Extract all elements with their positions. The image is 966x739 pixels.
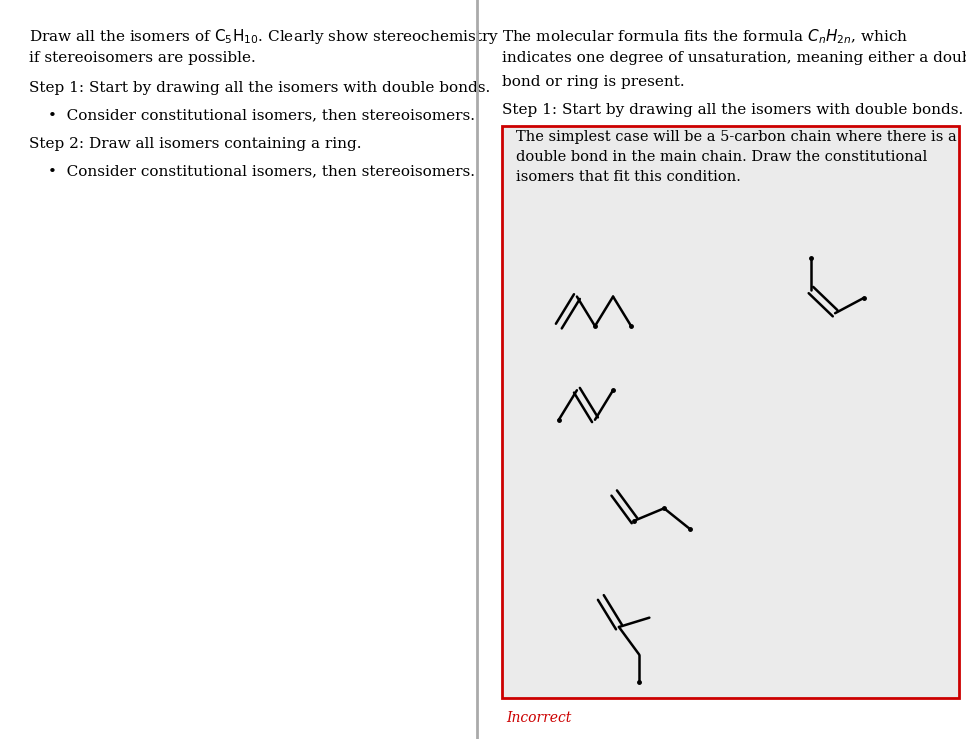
Text: bond or ring is present.: bond or ring is present. (501, 75, 684, 89)
Text: Step 1: Start by drawing all the isomers with double bonds.: Step 1: Start by drawing all the isomers… (501, 103, 963, 118)
Text: The simplest case will be a 5-carbon chain where there is a: The simplest case will be a 5-carbon cha… (516, 130, 957, 144)
Text: indicates one degree of unsaturation, meaning either a double: indicates one degree of unsaturation, me… (501, 51, 966, 65)
Text: double bond in the main chain. Draw the constitutional: double bond in the main chain. Draw the … (516, 150, 927, 164)
Text: Step 2: Draw all isomers containing a ring.: Step 2: Draw all isomers containing a ri… (29, 137, 361, 151)
Text: isomers that fit this condition.: isomers that fit this condition. (516, 170, 741, 184)
Text: if stereoisomers are possible.: if stereoisomers are possible. (29, 51, 255, 65)
Text: Draw all the isomers of $\mathsf{C_5H_{10}}$. Clearly show stereochemistry: Draw all the isomers of $\mathsf{C_5H_{1… (29, 27, 499, 47)
Text: Incorrect: Incorrect (506, 711, 572, 725)
FancyBboxPatch shape (501, 126, 958, 698)
Text: The molecular formula fits the formula $C_nH_{2n}$, which: The molecular formula fits the formula $… (501, 27, 908, 46)
Text: •  Consider constitutional isomers, then stereoisomers.: • Consider constitutional isomers, then … (47, 108, 474, 122)
Text: •  Consider constitutional isomers, then stereoisomers.: • Consider constitutional isomers, then … (47, 164, 474, 178)
Text: Step 1: Start by drawing all the isomers with double bonds.: Step 1: Start by drawing all the isomers… (29, 81, 490, 95)
